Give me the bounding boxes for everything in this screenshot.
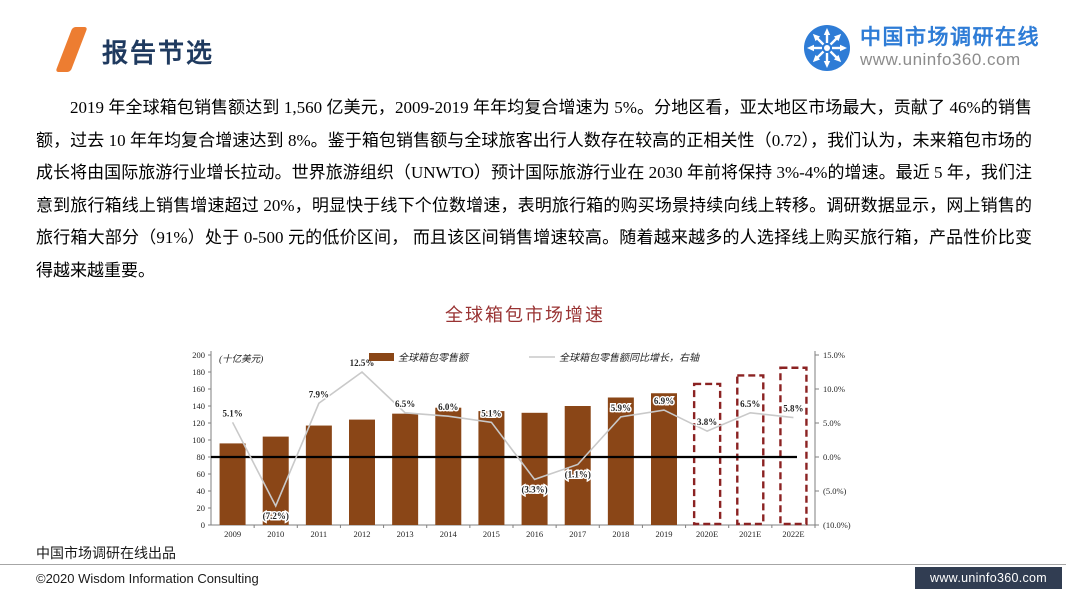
- x-tick-label: 2009: [224, 529, 241, 539]
- chart-section: 全球箱包市场增速 0 20 40 60 80 100 120 140 160 180 200 15.0…: [183, 301, 867, 554]
- chart-bar: [521, 412, 548, 525]
- footer-copyright: ©2020 Wisdom Information Consulting: [36, 571, 259, 586]
- compass-snowflake-icon: [804, 25, 850, 71]
- line-data-label: 6.9%: [654, 396, 674, 406]
- x-tick-label: 2010: [267, 529, 284, 539]
- chart-bar: [478, 411, 505, 525]
- page-title: 报告节选: [102, 38, 215, 68]
- x-tick-label: 2017: [569, 529, 586, 539]
- chart-bar-forecast: [779, 366, 808, 526]
- chart-bar: [262, 436, 289, 525]
- x-tick-label: 2021E: [739, 529, 761, 539]
- chart-bar: [564, 406, 591, 525]
- report-paragraph: 2019 年全球箱包销售额达到 1,560 亿美元，2009-2019 年年均复…: [36, 98, 1032, 280]
- chart-title: 全球箱包市场增速: [445, 305, 605, 325]
- footer-divider: [0, 564, 1066, 565]
- left-tick-label: 180: [192, 367, 205, 377]
- brand-url: www.uninfo360.com: [860, 50, 1021, 70]
- legend-bar-label: 全球箱包零售额: [398, 352, 470, 364]
- left-tick-label: 120: [192, 418, 205, 428]
- left-tick-label: 200: [192, 350, 205, 360]
- line-data-label: 5.1%: [481, 408, 501, 418]
- x-tick-label: 2019: [656, 529, 673, 539]
- right-tick-label: 0.0%: [823, 452, 841, 462]
- right-tick-label: (10.0%): [823, 520, 851, 530]
- left-tick-label: 60: [197, 469, 206, 479]
- x-tick-label: 2014: [440, 529, 458, 539]
- x-tick-label: 2015: [483, 529, 500, 539]
- x-tick-label: 2022E: [782, 529, 804, 539]
- legend-line-label: 全球箱包零售额同比增长，右轴: [559, 352, 700, 364]
- right-tick-label: 10.0%: [823, 384, 845, 394]
- right-tick-label: 5.0%: [823, 418, 841, 428]
- chart-bar: [305, 425, 332, 525]
- x-tick-label: 2016: [526, 529, 543, 539]
- chart-line: [231, 370, 794, 508]
- x-tick-label: 2018: [612, 529, 629, 539]
- right-tick-label: (5.0%): [823, 486, 847, 496]
- chart-bar: [392, 413, 419, 525]
- chart-bar: [607, 397, 634, 525]
- chart-bar-forecast: [692, 382, 722, 526]
- x-tick-label: 2013: [397, 529, 414, 539]
- line-data-label: 12.5%: [350, 358, 375, 368]
- left-axis-unit-label: (十亿美元): [219, 353, 263, 365]
- line-data-label: 7.9%: [309, 389, 329, 399]
- left-tick-label: 40: [197, 486, 206, 496]
- footer-url-badge[interactable]: www.uninfo360.com: [915, 567, 1062, 589]
- left-tick-label: 100: [192, 435, 205, 445]
- chart-bar: [349, 419, 375, 525]
- legend-bar-swatch: [369, 353, 394, 361]
- chart-bar: [435, 407, 462, 525]
- x-tick-label: 2012: [354, 529, 371, 539]
- chart-bar: [651, 393, 677, 525]
- brand-logo: 中国市场调研在线 www.uninfo360.com: [803, 24, 1040, 72]
- left-tick-label: 140: [192, 401, 205, 411]
- header-accent-slash-icon: [55, 27, 88, 72]
- line-data-label: 5.9%: [611, 403, 631, 413]
- left-tick-label: 0: [201, 520, 205, 530]
- x-tick-label: 2020E: [696, 529, 718, 539]
- line-data-label: (7.2%): [263, 511, 289, 521]
- line-data-label: 3.8%: [697, 417, 717, 427]
- footer-producer: 中国市场调研在线出品: [36, 545, 176, 561]
- chart-bar-forecast: [736, 374, 765, 526]
- line-data-label: 6.5%: [395, 399, 415, 409]
- right-tick-label: 15.0%: [823, 350, 845, 360]
- line-data-label: 6.5%: [740, 399, 760, 409]
- left-tick-label: 160: [192, 384, 205, 394]
- line-data-label: (1.1%): [565, 469, 591, 479]
- chart-bar: [219, 443, 246, 525]
- line-data-label: 5.1%: [222, 408, 242, 418]
- left-tick-label: 20: [197, 503, 206, 513]
- line-data-label: 5.8%: [783, 404, 803, 414]
- brand-name: 中国市场调研在线: [860, 26, 1040, 50]
- x-tick-label: 2011: [311, 529, 328, 539]
- market-growth-chart: 0 20 40 60 80 100 120 140 160 180 200 15.0% 10.0% 5.0…: [192, 350, 851, 539]
- line-data-label: 6.0%: [438, 402, 458, 412]
- left-tick-label: 80: [197, 452, 206, 462]
- line-data-label: (3.3%): [521, 484, 547, 494]
